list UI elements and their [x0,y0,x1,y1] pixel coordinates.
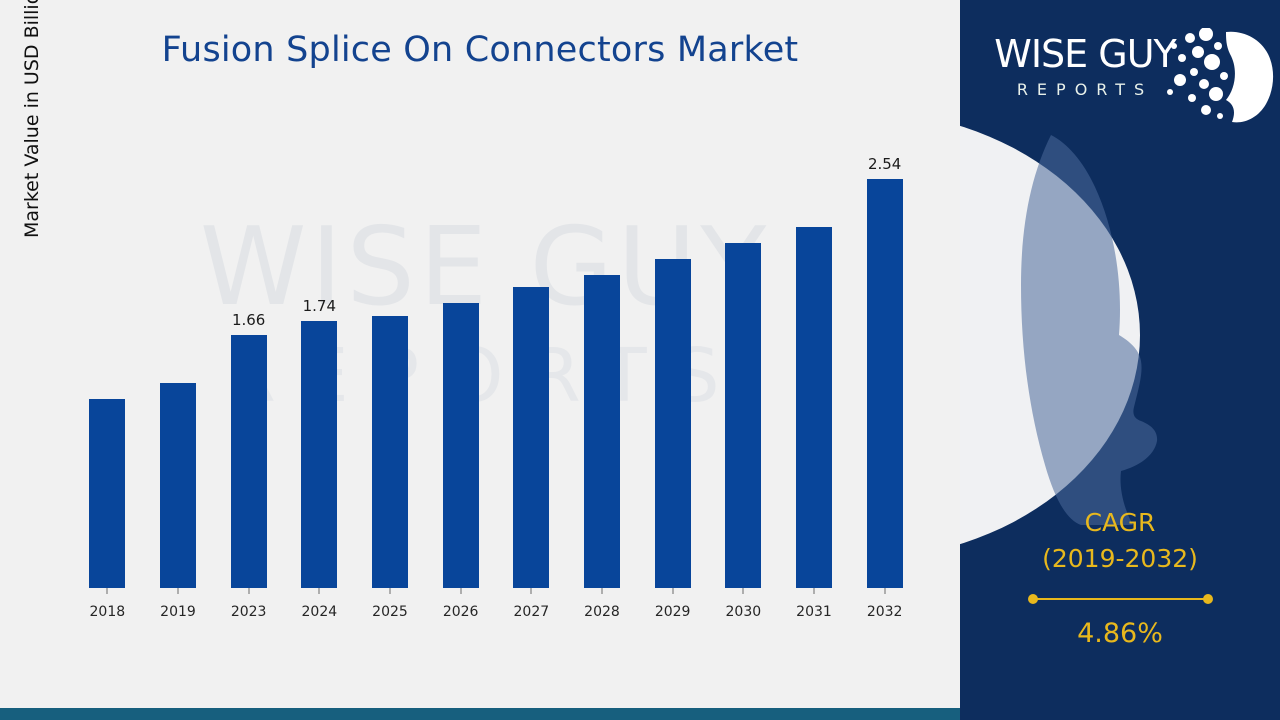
x-axis-tick [672,588,674,594]
brand-panel: WISE GUY REPORTS [960,0,1280,720]
x-axis-label: 2018 [89,604,126,620]
bar-chart-plot-area: 2018 2019 1.66 2023 1.74 2024 2025 2026 2027 2028… [72,150,920,620]
head-profile-icon [1021,135,1158,525]
x-axis-label: 2030 [725,604,762,620]
divider-dot-right [1202,594,1213,604]
bar [513,287,550,588]
logo-head-dots-icon [1167,28,1274,123]
x-axis-tick [884,588,886,594]
x-axis-tick [106,588,108,594]
bar [230,335,267,588]
bar-value-label: 1.66 [231,311,266,330]
bar-value-label: 2.54 [867,154,902,173]
x-axis-label: 2019 [160,604,196,620]
y-axis: Market Value in USD Billion [0,0,70,720]
divider-rule [1032,598,1208,600]
x-axis-tick [177,588,179,594]
x-axis-label: 2023 [230,604,267,620]
x-axis-label: 2032 [866,604,903,620]
bar-value-label: 1.74 [302,296,337,315]
x-axis-label: 2025 [372,604,408,620]
x-axis-label: 2028 [584,604,620,620]
logo-primary-text: WISE GUY [994,32,1176,76]
x-axis-label: 2029 [654,604,691,620]
x-axis-tick [248,588,250,594]
page-title: Fusion Splice On Connectors Market [161,30,799,70]
x-axis-tick [460,588,462,594]
x-axis-tick [389,588,391,594]
x-axis-tick [601,588,603,594]
cagr-divider [1027,594,1213,604]
bar [654,258,691,588]
cagr-label: CAGR [1084,508,1156,537]
bar [371,315,408,588]
x-axis-tick [813,588,815,594]
bar [159,383,196,588]
cagr-period: (2019-2032) [1042,544,1198,573]
x-axis-tick [530,588,532,594]
x-axis-label: 2027 [513,604,550,620]
brand-logo: WISE GUY REPORTS [960,28,1280,123]
cagr-value: 4.86% [1077,618,1163,649]
bar [301,320,338,588]
chart-panel: Fusion Splice On Connectors Market WISE … [0,0,960,720]
cagr-block: CAGR (2019-2032) 4.86% [960,505,1280,649]
logo-secondary-text: REPORTS [1016,80,1154,99]
x-axis-label: 2024 [301,604,338,620]
bar [866,178,903,588]
bar [442,303,479,588]
bottom-accent-strip [0,708,960,720]
x-axis-label: 2026 [442,604,479,620]
x-axis-tick [742,588,744,594]
bar [795,226,832,588]
bar [89,399,126,588]
y-axis-title: Market Value in USD Billion [21,0,43,238]
x-axis-tick [318,588,320,594]
x-axis-label: 2031 [796,604,832,620]
bar [583,274,620,588]
bar [725,242,762,588]
